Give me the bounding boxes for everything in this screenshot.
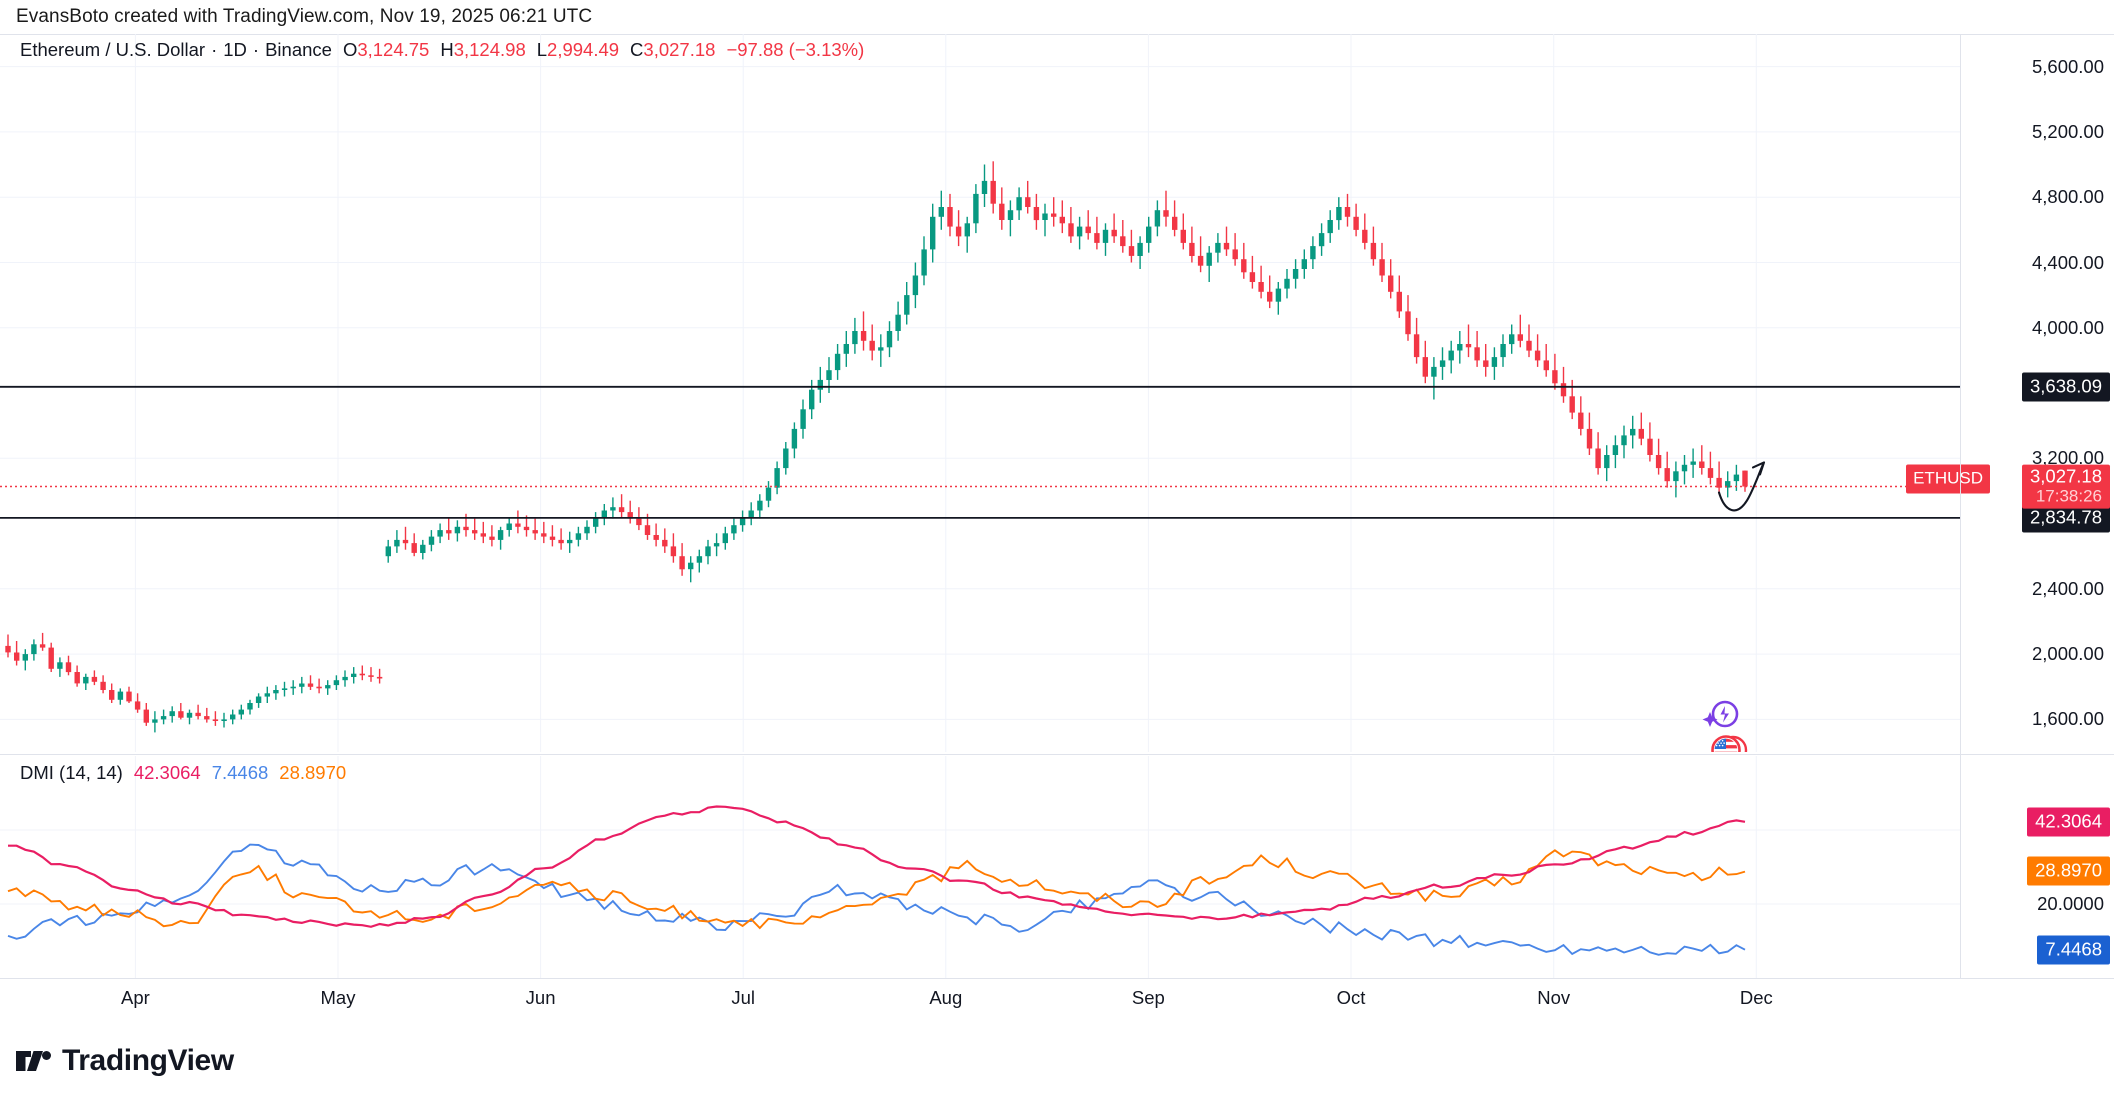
footer-branding: TradingView	[16, 1044, 234, 1078]
price-axis-tick: 2,400.00	[2031, 577, 2104, 599]
time-axis-label: Jun	[525, 987, 556, 1008]
dmi-axis-tick: 20.0000	[2037, 893, 2104, 914]
last-price-countdown: 17:38:26	[2035, 486, 2102, 506]
pane-divider-top	[0, 34, 2114, 35]
time-axis[interactable]: Apr May Jun Jul Aug Sep Oct Nov Dec	[0, 978, 2114, 1018]
price-axis-tick: 2,000.00	[2031, 643, 2104, 665]
time-axis-label: Apr	[120, 987, 150, 1008]
tradingview-logo-icon	[16, 1049, 52, 1073]
price-axis-tick: 5,600.00	[2031, 55, 2104, 77]
time-axis-label: Sep	[1131, 987, 1165, 1008]
symbol-price-tag: ETHUSD	[1906, 464, 1990, 493]
price-axis-tick: 4,800.00	[2031, 186, 2104, 208]
price-axis-tick: 4,000.00	[2031, 316, 2104, 338]
time-axis-label: Aug	[929, 987, 963, 1008]
price-axis-tick: 3,200.00	[2031, 447, 2104, 469]
price-axis-tick: 4,400.00	[2031, 251, 2104, 273]
price-axis-tick: 1,600.00	[2031, 708, 2104, 730]
resistance-price-tag: 3,638.09	[2021, 372, 2110, 402]
dmi-lines-svg	[0, 756, 1960, 978]
axis-vertical-divider	[1960, 34, 1961, 978]
us-economic-event-icon[interactable]	[1706, 729, 1752, 752]
dmi-di-minus-tag: 7.4468	[2037, 935, 2110, 965]
attribution-text: EvansBoto created with TradingView.com, …	[16, 6, 593, 27]
time-axis-label: Dec	[1739, 987, 1773, 1008]
time-axis-label: May	[320, 987, 356, 1008]
time-axis-divider	[0, 978, 2114, 979]
last-price-value: 3,027.18	[2029, 465, 2102, 487]
last-price-tag: 3,027.18 17:38:26	[2021, 464, 2110, 509]
tradingview-brand-name: TradingView	[62, 1044, 234, 1077]
time-axis-label: Jul	[731, 987, 756, 1008]
pane-divider-middle	[0, 754, 2114, 755]
dmi-adx-tag: 42.3064	[2027, 807, 2110, 836]
dmi-indicator-pane[interactable]: DMI (14, 14) 42.3064 7.4468 28.8970	[0, 756, 1960, 978]
chart-frame: Ethereum / U.S. Dollar · 1D · Binance O3,124.…	[0, 34, 2114, 1014]
price-chart-pane[interactable]: Ethereum / U.S. Dollar · 1D · Binance O3,124.…	[0, 34, 1960, 752]
price-axis[interactable]: 5,600.00 5,200.00 4,800.00 4,400.00 4,000.00…	[1906, 34, 2114, 752]
time-axis-label: Oct	[1336, 987, 1366, 1008]
ai-sparkle-icon[interactable]	[1700, 694, 1744, 738]
dmi-di-plus-tag: 28.8970	[2027, 856, 2110, 886]
price-axis-tick: 5,200.00	[2031, 120, 2104, 142]
price-candles-svg	[0, 34, 1960, 752]
time-axis-label: Nov	[1537, 987, 1571, 1008]
